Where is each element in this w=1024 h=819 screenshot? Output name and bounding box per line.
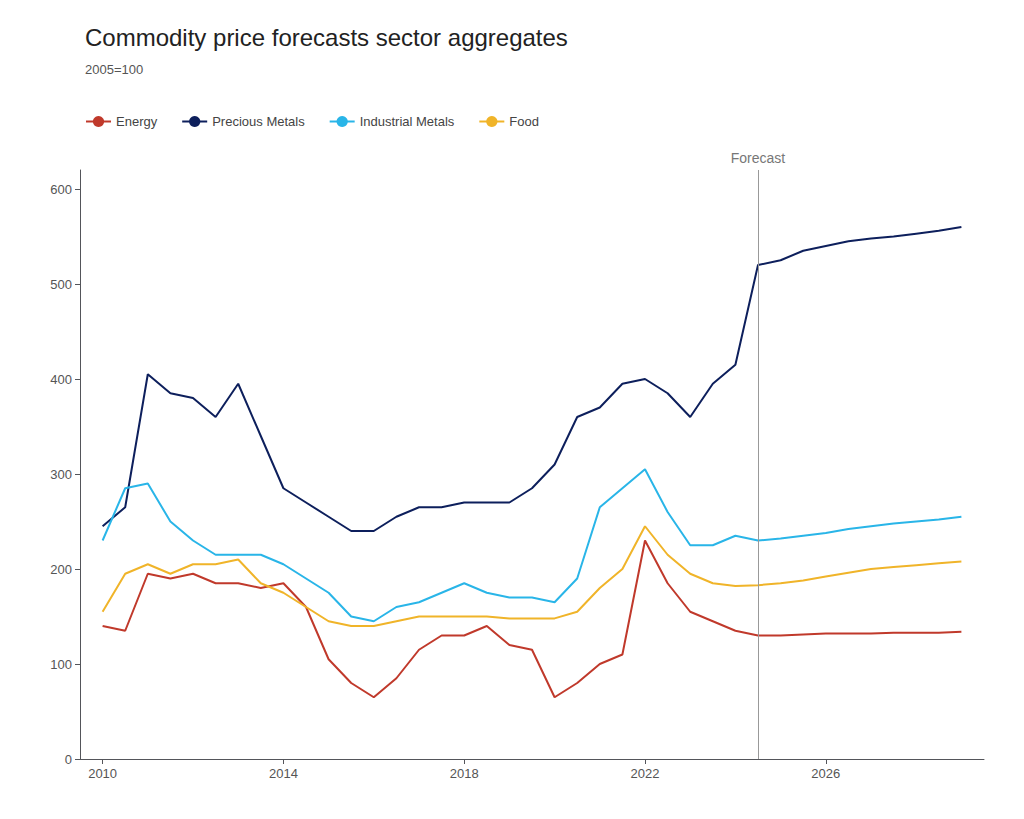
svg-text:Commodity price forecasts sect: Commodity price forecasts sector aggrega… — [85, 24, 568, 51]
svg-text:400: 400 — [50, 372, 72, 387]
svg-text:2010: 2010 — [88, 766, 117, 781]
svg-text:2022: 2022 — [631, 766, 660, 781]
svg-text:200: 200 — [50, 562, 72, 577]
svg-text:600: 600 — [50, 182, 72, 197]
svg-text:Forecast: Forecast — [731, 150, 786, 166]
svg-text:100: 100 — [50, 657, 72, 672]
svg-text:500: 500 — [50, 277, 72, 292]
svg-text:2018: 2018 — [450, 766, 479, 781]
svg-text:Energy: Energy — [116, 114, 158, 129]
svg-text:2005=100: 2005=100 — [85, 62, 143, 77]
svg-text:Precious Metals: Precious Metals — [212, 114, 305, 129]
svg-text:0: 0 — [65, 752, 72, 767]
svg-text:2026: 2026 — [811, 766, 840, 781]
svg-text:Industrial Metals: Industrial Metals — [360, 114, 455, 129]
svg-text:2014: 2014 — [269, 766, 298, 781]
svg-text:Food: Food — [509, 114, 539, 129]
svg-text:300: 300 — [50, 467, 72, 482]
